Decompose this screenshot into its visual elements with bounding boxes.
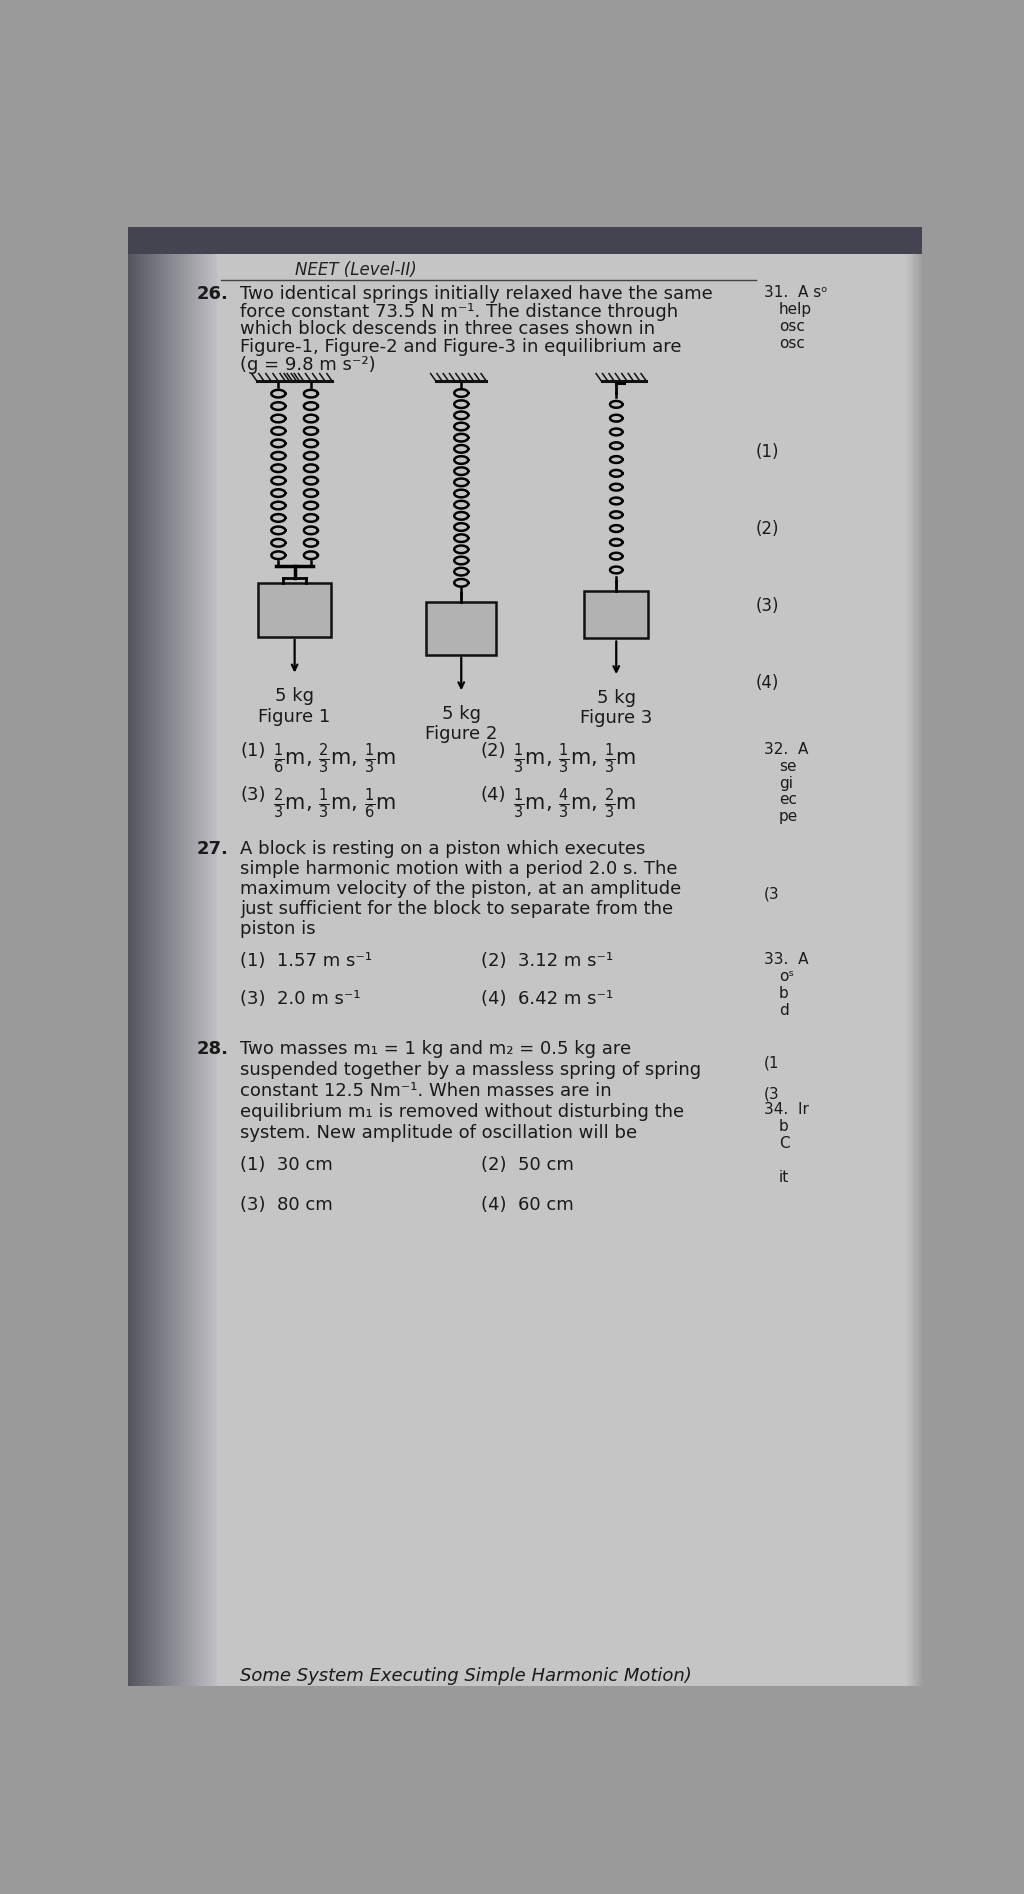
Text: (3: (3 xyxy=(764,886,779,902)
Text: (3)  2.0 m s⁻¹: (3) 2.0 m s⁻¹ xyxy=(241,991,361,1008)
Text: 34.  Ir: 34. Ir xyxy=(764,1102,808,1117)
Text: just sufficient for the block to separate from the: just sufficient for the block to separat… xyxy=(241,900,674,919)
Text: Two identical springs initially relaxed have the same: Two identical springs initially relaxed … xyxy=(241,284,713,303)
Text: b: b xyxy=(779,985,788,1000)
Text: help: help xyxy=(779,301,812,316)
Text: (1): (1) xyxy=(756,443,779,460)
Text: Figure 1: Figure 1 xyxy=(258,708,331,725)
Text: (3)  80 cm: (3) 80 cm xyxy=(241,1195,333,1214)
Text: (2): (2) xyxy=(756,519,779,538)
Text: Figure 2: Figure 2 xyxy=(425,725,498,744)
Text: (4): (4) xyxy=(480,786,506,805)
Text: 27.: 27. xyxy=(197,841,228,858)
Text: which block descends in three cases shown in: which block descends in three cases show… xyxy=(241,320,655,339)
Text: (1): (1) xyxy=(241,742,266,759)
Text: Figure-1, Figure-2 and Figure-3 in equilibrium are: Figure-1, Figure-2 and Figure-3 in equil… xyxy=(241,339,682,356)
Text: C: C xyxy=(779,1136,790,1152)
Text: (1)  1.57 m s⁻¹: (1) 1.57 m s⁻¹ xyxy=(241,953,373,970)
Text: (1: (1 xyxy=(764,1055,779,1070)
Bar xyxy=(585,591,648,638)
Text: 5 kg: 5 kg xyxy=(597,689,636,706)
Text: se: se xyxy=(779,759,797,773)
Bar xyxy=(128,227,922,254)
Text: maximum velocity of the piston, at an amplitude: maximum velocity of the piston, at an am… xyxy=(241,881,682,898)
Text: piston is: piston is xyxy=(241,920,316,938)
Text: constant 12.5 Nm⁻¹. When masses are in: constant 12.5 Nm⁻¹. When masses are in xyxy=(241,1081,612,1100)
Text: equilibrium m₁ is removed without disturbing the: equilibrium m₁ is removed without distur… xyxy=(241,1102,684,1121)
Text: Figure 3: Figure 3 xyxy=(580,708,652,727)
Text: (4): (4) xyxy=(756,674,779,691)
Text: $\frac{1}{6}$m, $\frac{2}{3}$m, $\frac{1}{3}$m: $\frac{1}{6}$m, $\frac{2}{3}$m, $\frac{1… xyxy=(273,742,396,777)
Text: $\frac{2}{3}$m, $\frac{1}{3}$m, $\frac{1}{6}$m: $\frac{2}{3}$m, $\frac{1}{3}$m, $\frac{1… xyxy=(273,786,396,820)
Text: (g = 9.8 m s⁻²): (g = 9.8 m s⁻²) xyxy=(241,356,376,373)
Text: (3: (3 xyxy=(764,1087,779,1102)
Text: (2): (2) xyxy=(480,742,506,759)
Bar xyxy=(217,227,922,1686)
Text: d: d xyxy=(779,1002,788,1017)
Text: it: it xyxy=(779,1170,790,1186)
Text: (3): (3) xyxy=(756,597,779,616)
Text: Some System Executing Simple Harmonic Motion): Some System Executing Simple Harmonic Mo… xyxy=(241,1667,692,1686)
Text: (4)  60 cm: (4) 60 cm xyxy=(480,1195,573,1214)
Text: 28.: 28. xyxy=(197,1040,228,1059)
Text: gi: gi xyxy=(779,775,793,790)
Text: oˢ: oˢ xyxy=(779,970,794,983)
Text: 32.  A: 32. A xyxy=(764,742,808,756)
Text: $\frac{1}{3}$m, $\frac{4}{3}$m, $\frac{2}{3}$m: $\frac{1}{3}$m, $\frac{4}{3}$m, $\frac{2… xyxy=(513,786,637,820)
Text: 33.  A: 33. A xyxy=(764,953,808,966)
Text: osc: osc xyxy=(779,318,805,333)
Text: force constant 73.5 N m⁻¹. The distance through: force constant 73.5 N m⁻¹. The distance … xyxy=(241,303,679,320)
Text: (1)  30 cm: (1) 30 cm xyxy=(241,1155,333,1174)
Text: (2)  50 cm: (2) 50 cm xyxy=(480,1155,573,1174)
Text: (2)  3.12 m s⁻¹: (2) 3.12 m s⁻¹ xyxy=(480,953,613,970)
Text: $\frac{1}{3}$m, $\frac{1}{3}$m, $\frac{1}{3}$m: $\frac{1}{3}$m, $\frac{1}{3}$m, $\frac{1… xyxy=(513,742,637,777)
Text: osc: osc xyxy=(779,335,805,350)
Text: b: b xyxy=(779,1119,788,1135)
Text: 26.: 26. xyxy=(197,284,228,303)
Text: simple harmonic motion with a period 2.0 s. The: simple harmonic motion with a period 2.0… xyxy=(241,860,678,879)
Text: NEET (Level-II): NEET (Level-II) xyxy=(295,261,417,278)
Text: 31.  A sᵒ: 31. A sᵒ xyxy=(764,284,827,299)
Text: pe: pe xyxy=(779,809,799,824)
Text: 5 kg: 5 kg xyxy=(275,688,314,705)
Text: Two masses m₁ = 1 kg and m₂ = 0.5 kg are: Two masses m₁ = 1 kg and m₂ = 0.5 kg are xyxy=(241,1040,632,1059)
Text: 5 kg: 5 kg xyxy=(441,705,480,724)
Text: A block is resting on a piston which executes: A block is resting on a piston which exe… xyxy=(241,841,646,858)
Text: ec: ec xyxy=(779,792,797,807)
Bar xyxy=(426,602,496,655)
Bar xyxy=(258,583,332,636)
Text: (4)  6.42 m s⁻¹: (4) 6.42 m s⁻¹ xyxy=(480,991,613,1008)
Text: system. New amplitude of oscillation will be: system. New amplitude of oscillation wil… xyxy=(241,1123,638,1142)
Text: suspended together by a massless spring of spring: suspended together by a massless spring … xyxy=(241,1061,701,1080)
Text: (3): (3) xyxy=(241,786,266,805)
